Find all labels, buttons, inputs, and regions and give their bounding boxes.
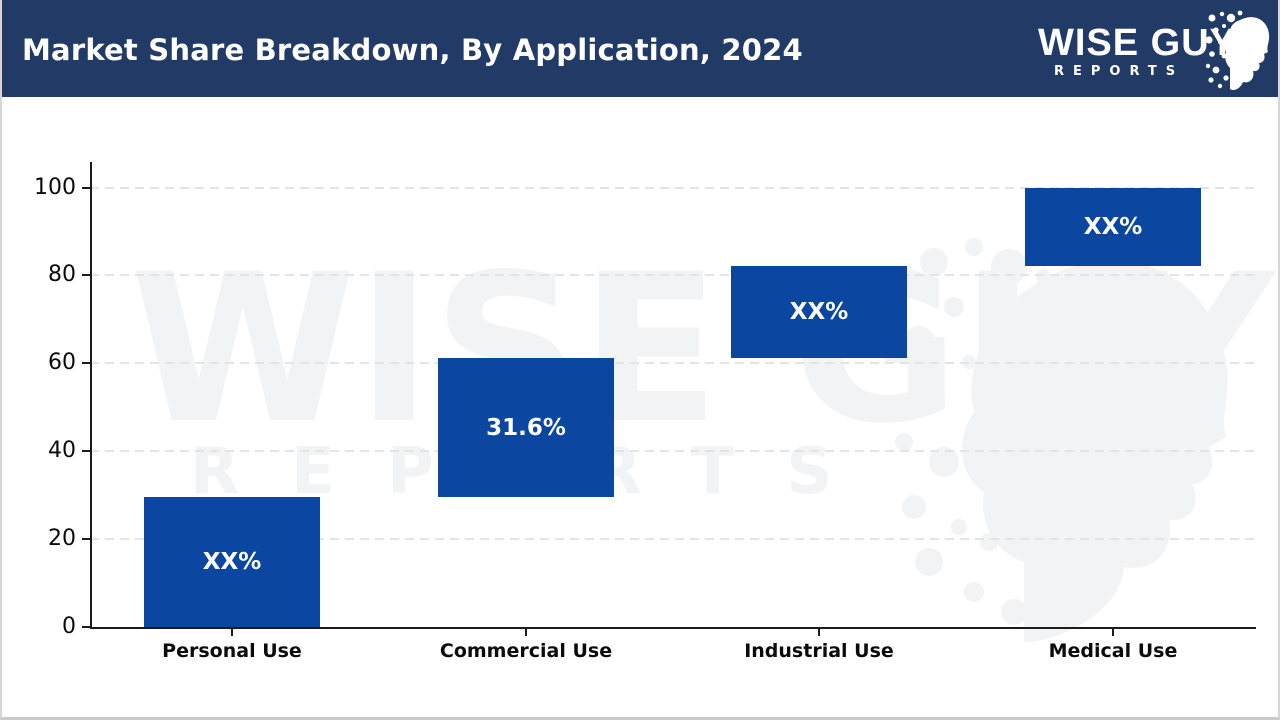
logo: WISE GUY REPORTS: [1010, 6, 1270, 94]
y-tick-mark: [82, 450, 90, 453]
y-gridline: [90, 538, 1254, 541]
y-tick-mark: [82, 274, 90, 277]
x-category-label: Medical Use: [1048, 640, 1178, 662]
bar-commercial-use: 31.6%: [438, 358, 614, 498]
y-tick-mark: [82, 626, 90, 628]
bar-value-label: XX%: [202, 549, 262, 576]
y-tick-label: 20: [48, 526, 76, 552]
y-gridline: [90, 362, 1254, 365]
page-title: Market Share Breakdown, By Application, …: [22, 33, 803, 67]
x-tick-mark: [818, 627, 820, 636]
y-gridline: [90, 274, 1254, 277]
logo-wordmark: WISE GUY: [1038, 22, 1237, 64]
y-tick-mark: [82, 186, 90, 189]
y-tick-mark: [82, 538, 90, 541]
y-gridline: [90, 186, 1254, 189]
bar-medical-use: XX%: [1025, 187, 1201, 266]
logo-subtitle: REPORTS: [1054, 64, 1185, 79]
x-category-label: Commercial Use: [439, 640, 613, 662]
x-category-label: Personal Use: [162, 640, 302, 662]
y-tick-mark: [82, 362, 90, 365]
x-category-label: Industrial Use: [744, 640, 894, 662]
y-tick-label: 100: [34, 174, 76, 200]
bar-value-label: 31.6%: [486, 414, 566, 441]
y-tick-label: 0: [62, 614, 76, 639]
bar-value-label: XX%: [1083, 213, 1143, 240]
y-tick-label: 40: [48, 438, 76, 464]
y-gridline: [90, 450, 1254, 453]
bar-value-label: XX%: [789, 299, 849, 326]
y-tick-label: 80: [48, 262, 76, 288]
logo-head-icon: [1205, 10, 1270, 91]
x-tick-mark: [231, 627, 233, 636]
bar-personal-use: XX%: [144, 497, 320, 627]
bar-industrial-use: XX%: [731, 265, 907, 359]
x-tick-mark: [525, 627, 527, 636]
y-axis-line: [90, 162, 92, 629]
y-tick-label: 60: [48, 350, 76, 376]
x-tick-mark: [1112, 627, 1114, 636]
x-axis-line: [90, 627, 1256, 629]
header: Market Share Breakdown, By Application, …: [2, 0, 1278, 97]
